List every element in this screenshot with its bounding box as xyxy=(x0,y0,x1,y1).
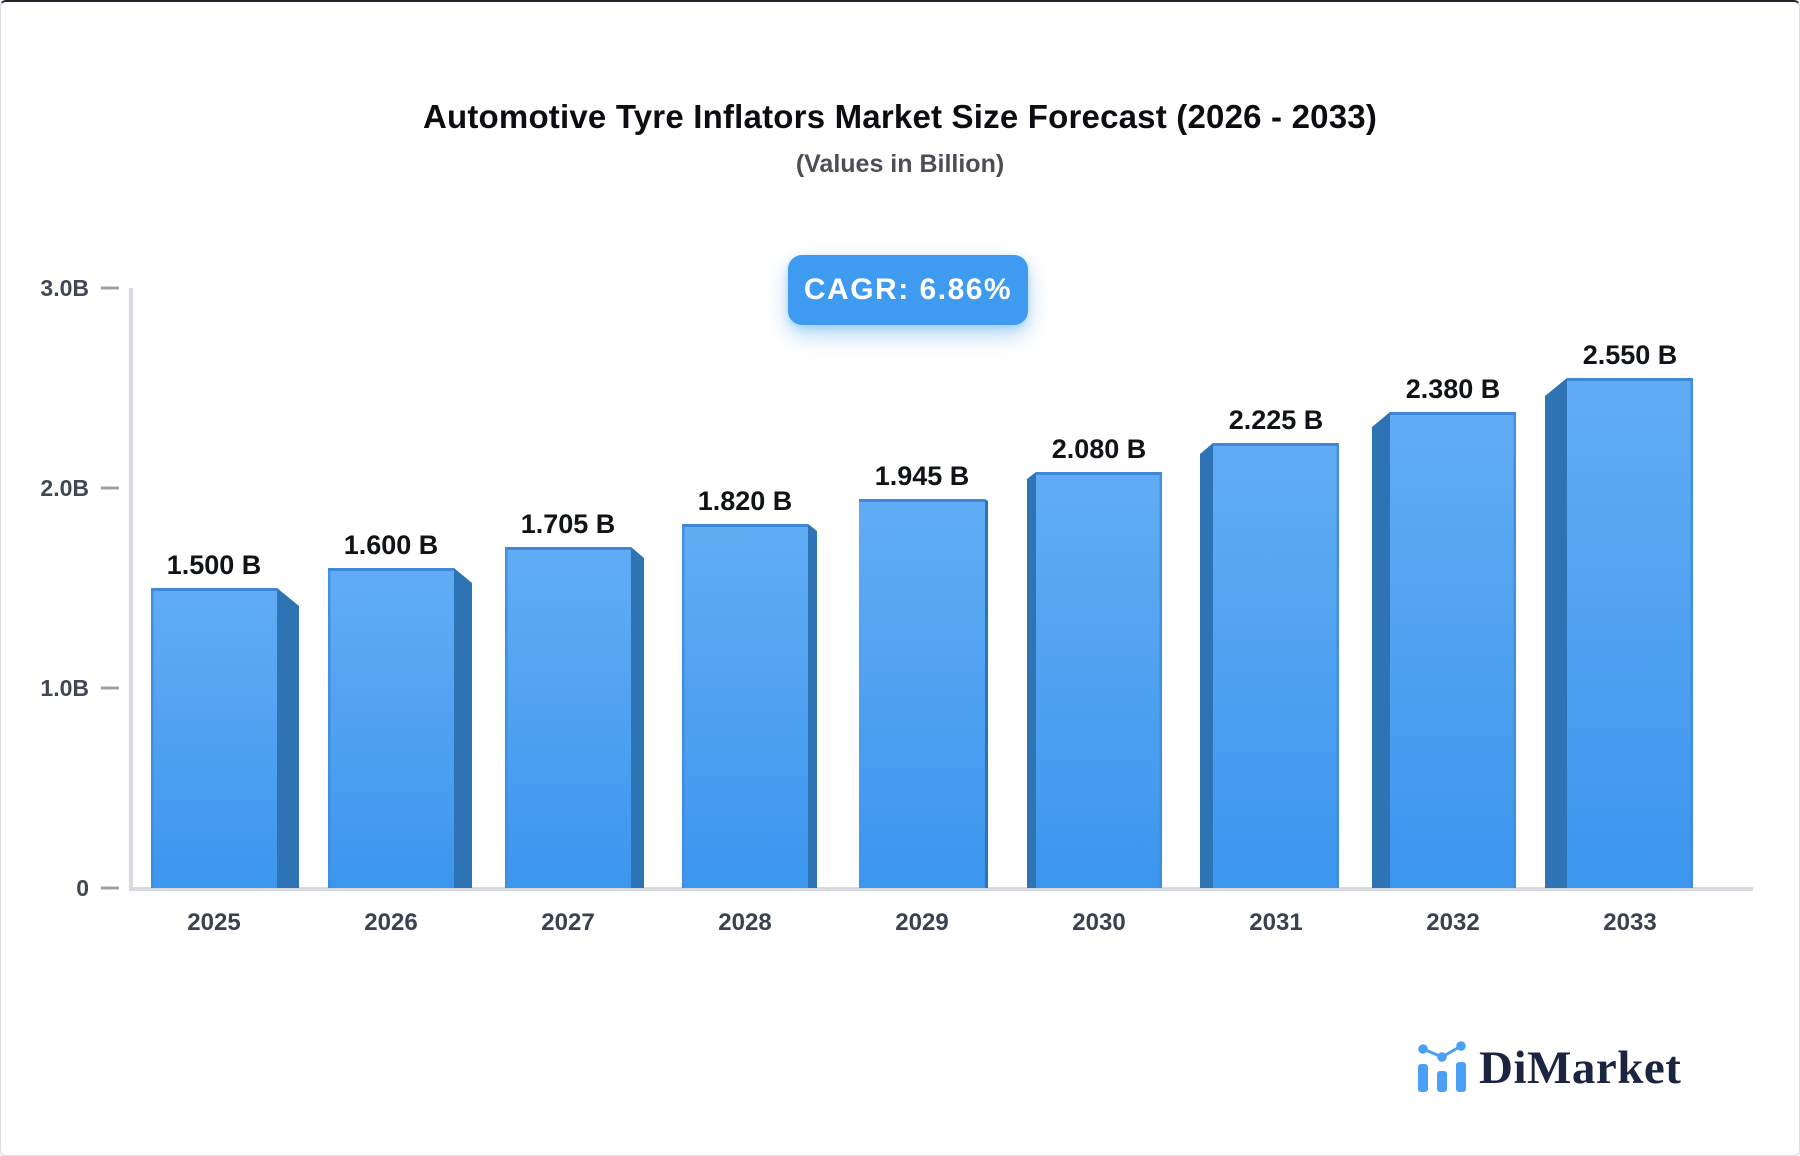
chart-title: Automotive Tyre Inflators Market Size Fo… xyxy=(422,98,1378,135)
bar-side-face xyxy=(985,499,988,888)
bar-front-face xyxy=(1567,378,1693,888)
bar-outer-edge xyxy=(1690,378,1693,888)
x-category-label: 2030 xyxy=(1072,909,1125,936)
bar-side-face xyxy=(277,588,299,888)
bar-outer-edge xyxy=(1513,412,1516,888)
bar-top-edge xyxy=(682,524,808,527)
axis-layer xyxy=(101,286,1753,891)
x-category-label: 2033 xyxy=(1603,909,1656,936)
y-tick-dash xyxy=(101,886,119,890)
bar-top-edge xyxy=(859,499,985,502)
chart-subtitle: (Values in Billion) xyxy=(795,150,1005,178)
bar-top-edge xyxy=(1213,443,1339,446)
bar-value-label: 1.705 B xyxy=(521,509,616,539)
y-tick-dash xyxy=(101,286,119,290)
bar-front-face xyxy=(151,588,277,888)
bar-value-label: 1.945 B xyxy=(875,461,970,491)
cagr-badge: CAGR: 6.86% xyxy=(788,255,1028,325)
bar-group-2030 xyxy=(1027,472,1162,888)
bar-front-face xyxy=(505,547,631,888)
brand-logo-text: DiMarket xyxy=(1479,1042,1682,1094)
bar-top-edge xyxy=(328,568,454,571)
bar-outer-edge xyxy=(328,568,331,888)
bar-group-2033 xyxy=(1545,378,1693,888)
bars-layer xyxy=(151,378,1693,888)
x-axis-line xyxy=(129,887,1753,891)
x-category-label: 2026 xyxy=(364,909,417,936)
bar-front-face xyxy=(682,524,808,888)
y-tick-dash xyxy=(101,686,119,690)
bar-side-face xyxy=(454,568,472,888)
brand-logo: DiMarket xyxy=(1417,1040,1681,1092)
bar-group-2025 xyxy=(151,588,299,888)
y-tick-label: 2.0B xyxy=(40,475,89,501)
bar-group-2031 xyxy=(1200,443,1339,888)
x-category-label: 2032 xyxy=(1426,909,1479,936)
bar-side-face xyxy=(631,547,644,888)
bar-front-face xyxy=(859,499,985,888)
bar-top-edge xyxy=(1036,472,1162,475)
y-tick-dash xyxy=(101,486,119,490)
bar-outer-edge xyxy=(505,547,508,888)
y-tick-label: 1.0B xyxy=(40,675,89,701)
x-category-label: 2031 xyxy=(1249,909,1302,936)
bar-top-edge xyxy=(1390,412,1516,415)
labels-layer: 0 1.0B 2.0B 3.0B 1.500 B 2025 1.600 B 2026 1.705… xyxy=(40,275,1677,936)
bar-value-label: 2.550 B xyxy=(1583,340,1678,370)
bar-front-face xyxy=(1036,472,1162,888)
brand-logo-icon xyxy=(1418,1041,1466,1092)
bar-group-2029 xyxy=(859,499,988,888)
bar-outer-edge xyxy=(1336,443,1339,888)
bar-value-label: 2.080 B xyxy=(1052,434,1147,464)
x-category-label: 2028 xyxy=(718,909,771,936)
y-tick-label: 3.0B xyxy=(40,275,89,301)
x-category-label: 2025 xyxy=(187,909,240,936)
cagr-badge-label: CAGR: 6.86% xyxy=(803,273,1013,306)
bar-side-face xyxy=(1372,412,1390,888)
bar-value-label: 1.600 B xyxy=(344,530,439,560)
bar-front-face xyxy=(1213,443,1339,888)
bar-side-face xyxy=(1545,378,1567,888)
x-category-label: 2029 xyxy=(895,909,948,936)
bar-outer-edge xyxy=(151,588,154,888)
bar-group-2032 xyxy=(1372,412,1516,888)
bar-value-label: 1.820 B xyxy=(698,486,793,516)
bar-value-label: 2.225 B xyxy=(1229,405,1324,435)
bar-side-face xyxy=(808,524,817,888)
bar-value-label: 2.380 B xyxy=(1406,374,1501,404)
x-category-label: 2027 xyxy=(541,909,594,936)
bar-top-edge xyxy=(505,547,631,550)
bar-front-face xyxy=(1390,412,1516,888)
y-tick-label: 0 xyxy=(76,875,89,901)
bar-side-face xyxy=(1200,443,1213,888)
bar-outer-edge xyxy=(1159,472,1162,888)
bar-top-edge xyxy=(1567,378,1693,381)
bar-side-face xyxy=(1027,472,1036,888)
bar-outer-edge xyxy=(682,524,685,888)
y-axis-line xyxy=(129,288,133,891)
bar-group-2027 xyxy=(505,547,644,888)
bar-top-edge xyxy=(151,588,277,591)
bar-group-2028 xyxy=(682,524,817,888)
bar-value-label: 1.500 B xyxy=(167,550,262,580)
bar-group-2026 xyxy=(328,568,472,888)
bar-front-face xyxy=(328,568,454,888)
